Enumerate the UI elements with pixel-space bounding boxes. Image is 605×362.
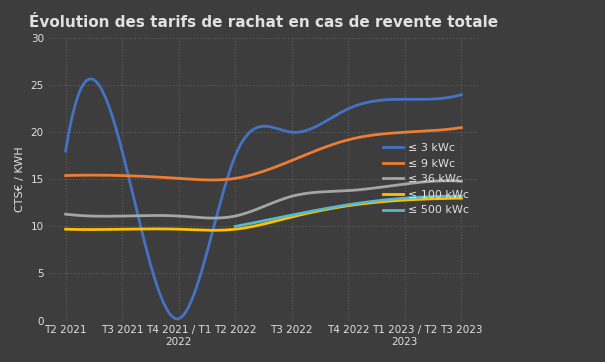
≤ 36 kWc (211, 216, 218, 220)
≤ 100 kWc (397, 198, 404, 202)
≤ 500 kWc (365, 199, 373, 204)
≤ 100 kWc (62, 227, 69, 231)
≤ 36 kWc (445, 178, 452, 183)
Line: ≤ 100 kWc: ≤ 100 kWc (65, 198, 462, 230)
≤ 3 kWc (398, 97, 405, 101)
≤ 100 kWc (306, 211, 313, 215)
≤ 36 kWc (422, 180, 430, 184)
Legend: ≤ 3 kWc, ≤ 9 kWc, ≤ 36 kWc, ≤ 100 kWc, ≤ 500 kWc: ≤ 3 kWc, ≤ 9 kWc, ≤ 36 kWc, ≤ 100 kWc, ≤… (379, 140, 473, 219)
≤ 9 kWc (299, 154, 306, 158)
≤ 36 kWc (64, 212, 71, 216)
≤ 500 kWc (437, 194, 444, 199)
≤ 3 kWc (173, 317, 180, 321)
≤ 3 kWc (64, 141, 71, 145)
≤ 9 kWc (458, 125, 465, 130)
Line: ≤ 9 kWc: ≤ 9 kWc (65, 127, 462, 180)
≤ 36 kWc (299, 192, 306, 196)
≤ 3 kWc (424, 97, 431, 101)
≤ 500 kWc (366, 199, 373, 204)
Title: Évolution des tarifs de rachat en cas de revente totale: Évolution des tarifs de rachat en cas de… (29, 15, 498, 30)
≤ 3 kWc (299, 129, 306, 134)
≤ 36 kWc (298, 192, 305, 196)
≤ 100 kWc (458, 196, 465, 200)
≤ 9 kWc (208, 178, 215, 182)
≤ 9 kWc (422, 129, 430, 133)
≤ 100 kWc (422, 197, 430, 201)
≤ 500 kWc (422, 195, 430, 199)
≤ 3 kWc (62, 149, 69, 153)
≤ 36 kWc (397, 182, 404, 187)
≤ 100 kWc (211, 228, 218, 232)
≤ 9 kWc (298, 155, 305, 159)
≤ 500 kWc (232, 224, 240, 228)
≤ 500 kWc (451, 194, 458, 198)
≤ 9 kWc (64, 173, 71, 178)
≤ 3 kWc (307, 127, 314, 131)
Line: ≤ 3 kWc: ≤ 3 kWc (65, 79, 462, 319)
≤ 500 kWc (232, 224, 239, 228)
≤ 3 kWc (300, 129, 307, 133)
≤ 100 kWc (64, 227, 71, 231)
≤ 36 kWc (306, 191, 313, 195)
Line: ≤ 500 kWc: ≤ 500 kWc (235, 196, 462, 226)
≤ 36 kWc (458, 179, 465, 184)
≤ 36 kWc (62, 212, 69, 216)
≤ 500 kWc (370, 199, 378, 203)
≤ 9 kWc (62, 173, 69, 178)
≤ 500 kWc (458, 194, 465, 198)
≤ 9 kWc (397, 130, 404, 135)
Y-axis label: CTS€ / KWH: CTS€ / KWH (15, 147, 25, 212)
Line: ≤ 36 kWc: ≤ 36 kWc (65, 181, 462, 218)
≤ 100 kWc (299, 212, 306, 216)
≤ 3 kWc (87, 77, 94, 81)
≤ 100 kWc (298, 212, 305, 217)
≤ 9 kWc (306, 151, 313, 156)
≤ 3 kWc (458, 92, 465, 97)
